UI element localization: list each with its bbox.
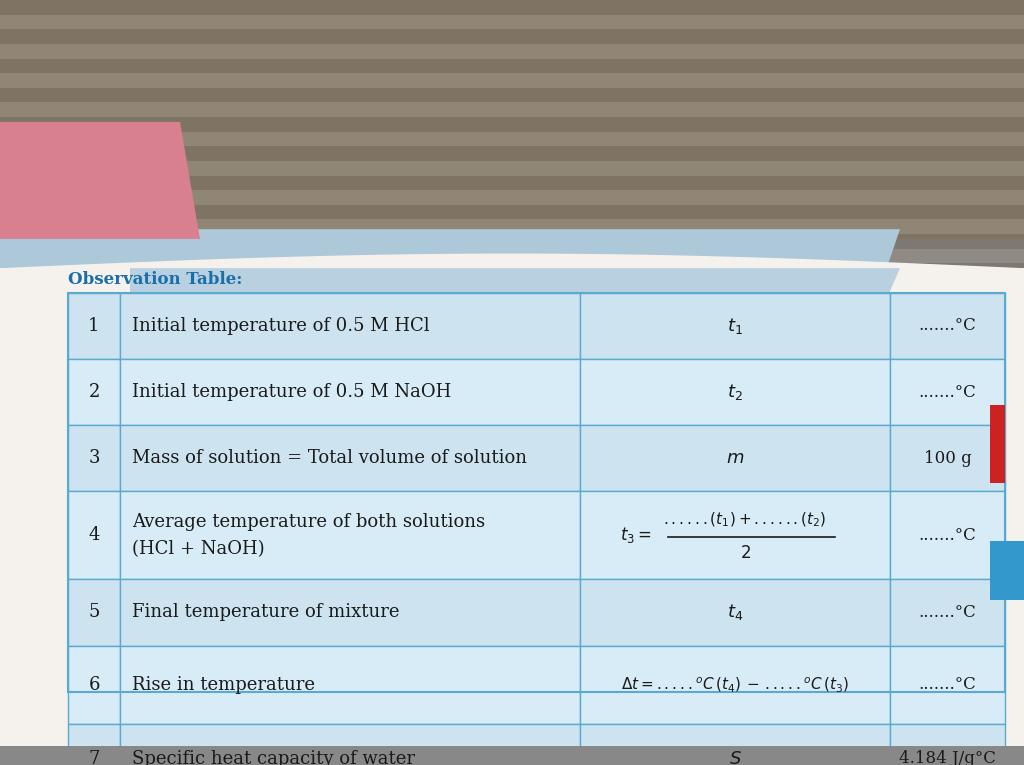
Bar: [580, 579, 890, 646]
Polygon shape: [0, 234, 1024, 249]
Polygon shape: [0, 58, 1024, 73]
Polygon shape: [0, 0, 1024, 239]
Text: 2: 2: [88, 383, 99, 401]
Polygon shape: [0, 117, 1024, 132]
Text: .......°C: .......°C: [919, 383, 976, 401]
Text: $m$: $m$: [726, 449, 744, 467]
Bar: [890, 579, 1005, 646]
Bar: [120, 491, 580, 579]
Text: $t_3=$: $t_3=$: [620, 526, 652, 545]
Text: .......°C: .......°C: [919, 527, 976, 544]
Text: Rise in temperature: Rise in temperature: [132, 675, 315, 694]
Bar: [580, 425, 890, 491]
Bar: [580, 646, 890, 724]
Bar: [68, 491, 120, 579]
Text: (HCl + NaOH): (HCl + NaOH): [132, 540, 264, 558]
Polygon shape: [0, 278, 1024, 292]
Text: .......°C: .......°C: [919, 676, 976, 693]
Text: $t_2$: $t_2$: [727, 382, 742, 402]
Polygon shape: [0, 122, 200, 239]
Text: $2$: $2$: [739, 544, 751, 562]
Bar: [68, 425, 120, 491]
Text: 3: 3: [88, 449, 99, 467]
Text: $\Delta t = .....^{o}C\,(t_4)\,-\,.....^{o}C\,(t_3)$: $\Delta t = .....^{o}C\,(t_4)\,-\,.....^…: [621, 675, 849, 694]
Bar: [68, 292, 120, 359]
Text: 5: 5: [88, 604, 99, 621]
Bar: [68, 579, 120, 646]
Text: 4: 4: [88, 526, 99, 545]
Text: 7: 7: [88, 750, 99, 765]
Bar: [120, 646, 580, 724]
Bar: [890, 359, 1005, 425]
Text: $S$: $S$: [728, 750, 741, 765]
Bar: [890, 491, 1005, 579]
Text: Specific heat capacity of water: Specific heat capacity of water: [132, 750, 415, 765]
Bar: [120, 292, 580, 359]
Bar: [580, 292, 890, 359]
Text: Average temperature of both solutions: Average temperature of both solutions: [132, 513, 485, 531]
Polygon shape: [0, 88, 1024, 103]
Bar: [68, 359, 120, 425]
Text: $t_1$: $t_1$: [727, 316, 743, 336]
Polygon shape: [0, 44, 1024, 58]
Polygon shape: [130, 269, 900, 337]
Bar: [68, 646, 120, 724]
Polygon shape: [0, 263, 1024, 278]
Polygon shape: [0, 220, 1024, 234]
Bar: [120, 359, 580, 425]
Polygon shape: [0, 29, 1024, 44]
Polygon shape: [0, 103, 1024, 117]
Text: $......(t_1)+......(t_2)$: $......(t_1)+......(t_2)$: [664, 510, 826, 529]
Bar: [990, 541, 1024, 600]
Bar: [120, 425, 580, 491]
Polygon shape: [0, 15, 1024, 29]
Text: 4.184 J/g°C: 4.184 J/g°C: [899, 750, 996, 765]
Polygon shape: [0, 0, 1024, 15]
Text: .......°C: .......°C: [919, 317, 976, 334]
Bar: [890, 646, 1005, 724]
Text: Observation Table:: Observation Table:: [68, 271, 243, 288]
Bar: [890, 292, 1005, 359]
Text: .......°C: .......°C: [919, 604, 976, 621]
Bar: [580, 359, 890, 425]
Bar: [890, 724, 1005, 765]
Polygon shape: [0, 249, 1024, 263]
Bar: [990, 405, 1005, 483]
Text: Initial temperature of 0.5 M HCl: Initial temperature of 0.5 M HCl: [132, 317, 430, 335]
Text: Mass of solution = Total volume of solution: Mass of solution = Total volume of solut…: [132, 449, 527, 467]
Bar: [580, 724, 890, 765]
Bar: [68, 724, 120, 765]
Polygon shape: [0, 230, 900, 317]
Text: Initial temperature of 0.5 M NaOH: Initial temperature of 0.5 M NaOH: [132, 383, 452, 401]
Polygon shape: [0, 73, 1024, 88]
Bar: [120, 724, 580, 765]
Polygon shape: [0, 205, 1024, 220]
Text: $t_4$: $t_4$: [727, 602, 743, 623]
Text: 6: 6: [88, 675, 99, 694]
Polygon shape: [0, 161, 1024, 175]
Polygon shape: [0, 132, 1024, 146]
Bar: [120, 579, 580, 646]
Text: 1: 1: [88, 317, 99, 335]
Text: Final temperature of mixture: Final temperature of mixture: [132, 604, 399, 621]
Polygon shape: [0, 146, 1024, 161]
Bar: [68, 292, 1005, 692]
Polygon shape: [0, 190, 1024, 205]
Bar: [890, 425, 1005, 491]
Text: 100 g: 100 g: [924, 450, 972, 467]
Bar: [580, 491, 890, 579]
Polygon shape: [0, 269, 1024, 746]
Polygon shape: [0, 175, 1024, 190]
